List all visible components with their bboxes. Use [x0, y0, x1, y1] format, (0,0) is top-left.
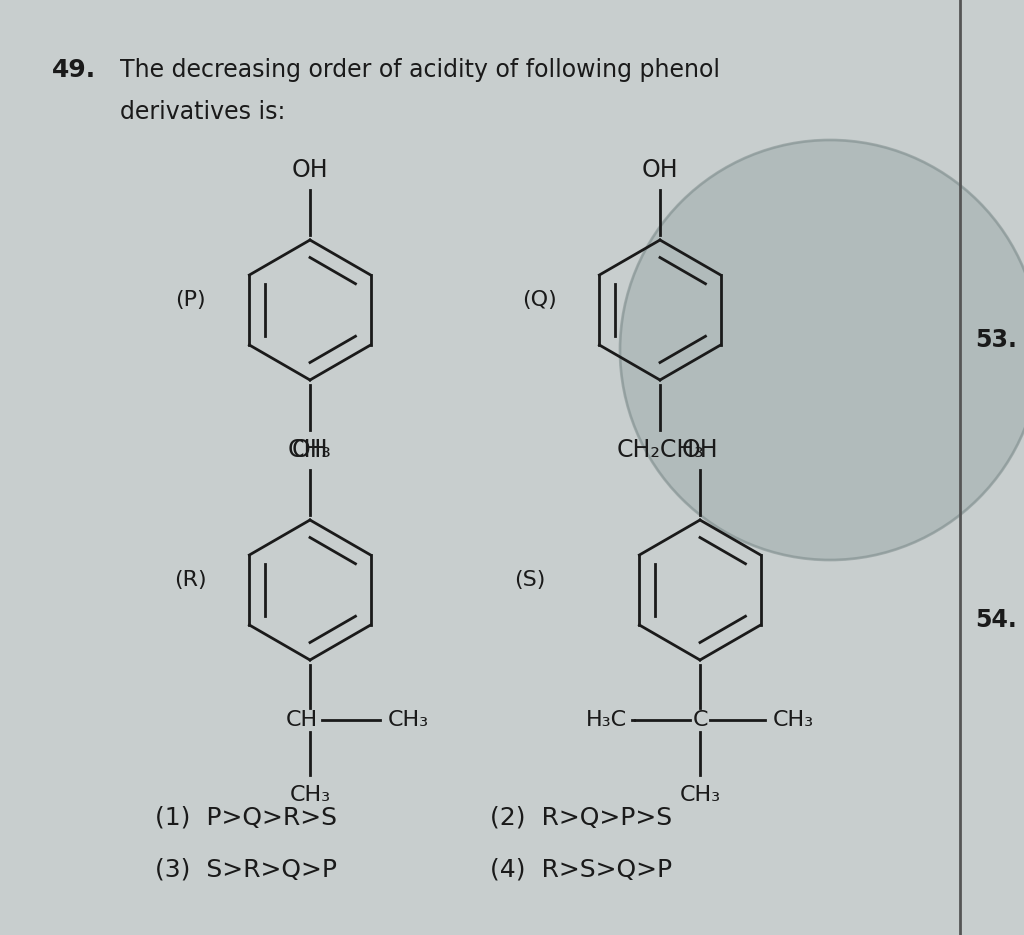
Text: (R): (R) — [174, 570, 206, 590]
Text: (1)  P>Q>R>S: (1) P>Q>R>S — [155, 806, 337, 830]
Text: CH₃: CH₃ — [680, 785, 721, 805]
Text: OH: OH — [682, 438, 718, 462]
Text: derivatives is:: derivatives is: — [120, 100, 286, 124]
Circle shape — [620, 140, 1024, 560]
Text: OH: OH — [292, 158, 329, 182]
Text: (2)  R>Q>P>S: (2) R>Q>P>S — [490, 806, 672, 830]
Text: CH₂CH₃: CH₂CH₃ — [616, 438, 703, 462]
Text: 54.: 54. — [975, 608, 1017, 632]
Text: OH: OH — [642, 158, 678, 182]
Text: The decreasing order of acidity of following phenol: The decreasing order of acidity of follo… — [120, 58, 720, 82]
Text: (3)  S>R>Q>P: (3) S>R>Q>P — [155, 858, 337, 882]
Text: CH: CH — [286, 710, 318, 730]
Text: OH: OH — [292, 438, 329, 462]
Text: (Q): (Q) — [522, 290, 557, 310]
Text: CH₃: CH₃ — [288, 438, 332, 462]
Text: (4)  R>S>Q>P: (4) R>S>Q>P — [490, 858, 672, 882]
Text: H₃C: H₃C — [586, 710, 627, 730]
Text: CH₃: CH₃ — [388, 710, 429, 730]
Text: 53.: 53. — [975, 328, 1017, 352]
Text: (P): (P) — [175, 290, 206, 310]
Text: (S): (S) — [514, 570, 546, 590]
Text: CH₃: CH₃ — [290, 785, 331, 805]
Text: CH₃: CH₃ — [773, 710, 814, 730]
Text: C: C — [692, 710, 708, 730]
Text: 49.: 49. — [52, 58, 96, 82]
